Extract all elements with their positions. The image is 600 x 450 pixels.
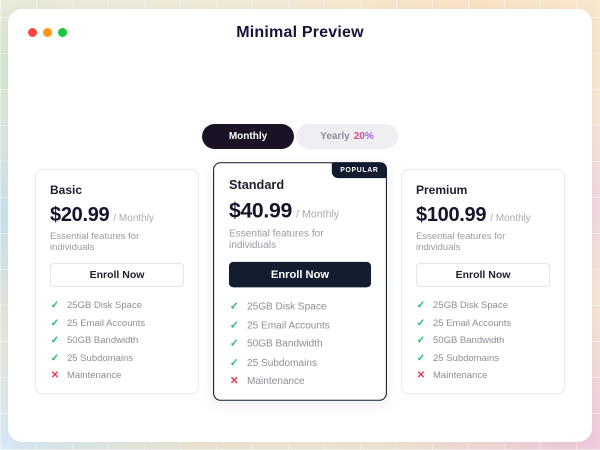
feature-label: Maintenance <box>433 370 488 381</box>
feature-item: ✕ Maintenance <box>50 370 184 381</box>
feature-item: ✓ 25GB Disk Space <box>50 300 184 311</box>
feature-list: ✓ 25GB Disk Space ✓ 25 Email Accounts ✓ 50G… <box>416 300 550 381</box>
feature-item: ✓ 25 Subdomains <box>416 353 550 364</box>
plan-name: Premium <box>416 183 468 197</box>
feature-label: 50GB Bandwidth <box>247 338 323 350</box>
enroll-button-premium[interactable]: Enroll Now <box>416 263 550 287</box>
title-bar: Minimal Preview <box>8 9 592 45</box>
plan-description: Essential features for individuals <box>228 227 324 252</box>
feature-item: ✓ 25 Subdomains <box>229 357 371 369</box>
plan-name: Standard <box>228 177 285 192</box>
feature-label: 25 Subdomains <box>247 356 317 369</box>
yearly-discount-badge: 20% <box>353 131 374 142</box>
preview-window: Minimal Preview Monthly Yearly 20% Basic… <box>8 9 592 442</box>
plan-price: $100.99 <box>416 204 487 226</box>
yearly-label: Yearly <box>320 131 350 142</box>
window-controls <box>28 28 67 37</box>
check-icon: ✓ <box>50 317 60 329</box>
feature-list: ✓ 25GB Disk Space ✓ 25 Email Accounts ✓ 50G… <box>229 301 371 387</box>
feature-item: ✓ 25 Email Accounts <box>229 320 371 332</box>
close-button[interactable] <box>28 28 37 37</box>
feature-item: ✓ 25 Subdomains <box>50 353 184 364</box>
plan-description: Essential features for individuals <box>416 231 506 253</box>
pricing-cards-row: Basic $20.99 / Monthly Essential feature… <box>8 162 592 401</box>
check-icon: ✓ <box>416 317 426 329</box>
feature-label: 50GB Bandwidth <box>433 335 505 346</box>
check-icon: ✓ <box>229 301 239 313</box>
price-row: $100.99 / Monthly <box>416 204 550 227</box>
check-icon: ✓ <box>50 300 60 311</box>
check-icon: ✓ <box>229 356 239 369</box>
zoom-button[interactable] <box>58 28 67 37</box>
check-icon: ✓ <box>50 335 60 346</box>
billing-period-toggle: Monthly Yearly 20% <box>202 124 398 149</box>
plan-period: / Monthly <box>113 213 154 224</box>
feature-label: Maintenance <box>247 375 305 387</box>
price-row: $40.99 / Monthly <box>229 199 371 223</box>
check-icon: ✓ <box>416 300 426 311</box>
yearly-toggle-button[interactable]: Yearly 20% <box>296 124 398 149</box>
feature-item: ✓ 25 Email Accounts <box>416 318 550 329</box>
feature-label: 25GB Disk Space <box>433 300 508 311</box>
cross-icon: ✕ <box>416 370 426 381</box>
plan-name: Basic <box>50 183 83 197</box>
cross-icon: ✕ <box>50 370 60 381</box>
monthly-label: Monthly <box>228 131 268 142</box>
check-icon: ✓ <box>229 338 239 350</box>
plan-description: Essential features for individuals <box>50 231 140 253</box>
plan-period: / Monthly <box>490 213 531 224</box>
billing-toggle-row: Monthly Yearly 20% <box>8 124 592 149</box>
plan-price: $40.99 <box>228 199 292 223</box>
feature-label: Maintenance <box>67 370 122 381</box>
feature-label: 25 Subdomains <box>433 352 500 364</box>
monthly-toggle-button[interactable]: Monthly <box>202 124 294 149</box>
plan-price: $20.99 <box>50 204 110 226</box>
feature-item: ✕ Maintenance <box>229 375 371 387</box>
feature-label: 25GB Disk Space <box>67 300 142 311</box>
feature-label: 25GB Disk Space <box>247 301 327 313</box>
minimize-button[interactable] <box>43 28 52 37</box>
pricing-card-standard: POPULAR Standard $40.99 / Monthly Essent… <box>213 162 387 401</box>
enroll-button-standard[interactable]: Enroll Now <box>228 261 372 288</box>
feature-item: ✓ 25GB Disk Space <box>229 301 371 313</box>
feature-item: ✓ 50GB Bandwidth <box>229 338 371 350</box>
enroll-button-basic[interactable]: Enroll Now <box>50 263 184 287</box>
check-icon: ✓ <box>229 319 239 332</box>
feature-label: 25 Email Accounts <box>433 317 512 329</box>
check-icon: ✓ <box>416 335 426 346</box>
feature-label: 50GB Bandwidth <box>67 335 139 346</box>
plan-period: / Monthly <box>296 208 340 221</box>
feature-list: ✓ 25GB Disk Space ✓ 25 Email Accounts ✓ 50G… <box>50 300 184 381</box>
feature-label: 25 Subdomains <box>67 352 134 364</box>
pricing-card-basic: Basic $20.99 / Monthly Essential feature… <box>35 169 199 394</box>
popular-badge: POPULAR <box>331 162 387 179</box>
feature-item: ✓ 50GB Bandwidth <box>416 335 550 346</box>
feature-label: 25 Email Accounts <box>67 317 146 329</box>
check-icon: ✓ <box>416 352 426 364</box>
page-title: Minimal Preview <box>236 24 364 41</box>
pricing-card-premium: Premium $100.99 / Monthly Essential feat… <box>401 169 565 394</box>
feature-item: ✓ 25GB Disk Space <box>416 300 550 311</box>
feature-item: ✓ 50GB Bandwidth <box>50 335 184 346</box>
feature-label: 25 Email Accounts <box>247 319 330 332</box>
feature-item: ✕ Maintenance <box>416 370 550 381</box>
cross-icon: ✕ <box>229 375 239 387</box>
check-icon: ✓ <box>50 352 60 364</box>
price-row: $20.99 / Monthly <box>50 204 184 227</box>
feature-item: ✓ 25 Email Accounts <box>50 318 184 329</box>
